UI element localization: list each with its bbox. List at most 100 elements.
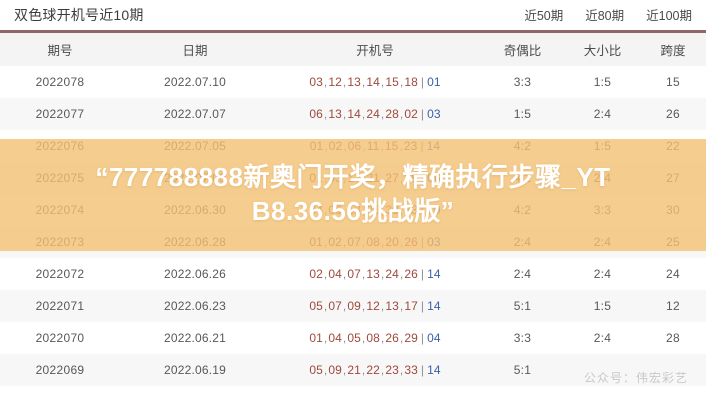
number-separator: ,: [323, 267, 328, 281]
table-header: 期号 日期 开机号 奇偶比 大小比 跨度: [0, 33, 706, 66]
number-separator: ,: [342, 299, 347, 313]
page-title: 双色球开机号近10期: [14, 7, 144, 23]
cell-odd-even: 4:2: [513, 203, 532, 217]
red-ball: 02: [328, 235, 342, 249]
red-ball: 09: [347, 299, 361, 313]
cell-date: 2022.06.19: [163, 363, 227, 377]
red-ball: 02: [328, 139, 343, 153]
cell-odd-even: 2:4: [513, 235, 532, 249]
red-ball: 12: [328, 75, 342, 89]
cell-numbers: 01,03,17,21,27,28 | 06: [270, 162, 480, 194]
red-ball: 03: [328, 171, 342, 185]
tab-last-50[interactable]: 近50期: [524, 9, 564, 23]
blue-ball: 14: [427, 363, 441, 377]
cell-issue: 2022071: [35, 299, 85, 313]
table-row[interactable]: 2022078 2022.07.10 03,12,13,14,15,18 | 01 3:3…: [0, 66, 706, 98]
red-ball: 30: [385, 203, 399, 217]
red-ball: 01: [309, 331, 323, 345]
cell-issue: 2022078: [35, 75, 85, 89]
blue-ball: 03: [427, 235, 441, 249]
red-ball: 24: [366, 107, 380, 121]
blue-ball: 01: [427, 75, 441, 89]
number-separator: ,: [380, 299, 385, 313]
lottery-table: 期号 日期 开机号 奇偶比 大小比 跨度 2022078 2022.07.10 03…: [0, 33, 706, 386]
column-header-numbers: 开机号: [270, 33, 480, 66]
blue-ball: 10: [427, 203, 441, 217]
red-ball: 06: [328, 203, 342, 217]
table-row[interactable]: 2022069 2022.06.19 05,09,21,22,23,33 | 14 5:1: [0, 354, 706, 386]
cell-numbers: 01,02,07,08,20,26 | 03: [270, 226, 480, 258]
red-ball: 28: [404, 171, 418, 185]
number-separator: ,: [380, 107, 385, 121]
red-ball: 33: [404, 363, 418, 377]
cell-numbers: 06,13,14,24,28,02 | 03: [270, 98, 480, 130]
red-ball: 01: [309, 139, 324, 153]
table-header-row: 期号 日期 开机号 奇偶比 大小比 跨度: [0, 33, 706, 66]
cell-date: 2022.07.03: [163, 171, 227, 185]
red-ball: 12: [366, 299, 380, 313]
red-ball: 05: [347, 331, 361, 345]
cell-date: 2022.06.28: [163, 235, 227, 249]
cell-issue: 2022069: [35, 363, 85, 377]
number-separator: ,: [361, 107, 366, 121]
cell-span: 22: [666, 139, 680, 153]
cell-date: 2022.06.21: [163, 331, 227, 345]
cell-big-small: 2:4: [593, 107, 612, 121]
red-ball: 13: [347, 203, 361, 217]
cell-issue: 2022070: [35, 331, 85, 345]
cell-numbers: 05,09,21,22,23,33 | 14: [270, 354, 480, 386]
cell-numbers: 01,02,06,11,15,23 | 14: [270, 130, 480, 162]
red-ball: 26: [404, 235, 418, 249]
cell-odd-even: 2:4: [513, 267, 532, 281]
red-ball: 06: [347, 139, 362, 153]
table-row[interactable]: 2022076 2022.07.05 01,02,06,11,15,23 | 14 4:2…: [0, 130, 706, 162]
cell-big-small: 2:4: [593, 267, 612, 281]
cell-numbers: 01,04,05,08,26,29 | 04: [270, 322, 480, 354]
red-ball: 20: [385, 235, 399, 249]
blue-ball: 03: [427, 107, 441, 121]
red-ball: 04: [309, 203, 323, 217]
table-row[interactable]: 2022075 2022.07.03 01,03,17,21,27,28 | 06 4:2…: [0, 162, 706, 194]
cell-date: 2022.07.10: [163, 75, 227, 89]
cell-big-small: 1:5: [593, 139, 612, 153]
table-row[interactable]: 2022070 2022.06.21 01,04,05,08,26,29 | 04 3:3…: [0, 322, 706, 354]
red-ball: 13: [328, 107, 342, 121]
red-ball: 03: [309, 75, 323, 89]
blue-ball: 14: [426, 139, 441, 153]
blue-ball: 06: [427, 171, 441, 185]
panel-header: 双色球开机号近10期 近50期 近80期 近100期: [0, 0, 706, 30]
red-ball: 28: [385, 107, 399, 121]
red-ball: 23: [403, 139, 418, 153]
red-ball: 21: [366, 171, 380, 185]
cell-issue: 2022073: [35, 235, 85, 249]
red-ball: 26: [404, 267, 418, 281]
number-separator: ,: [323, 75, 328, 89]
ball-divider: |: [420, 267, 425, 281]
column-header-big-small: 大小比: [565, 33, 640, 66]
tab-last-80[interactable]: 近80期: [585, 9, 625, 23]
table-body: 2022078 2022.07.10 03,12,13,14,15,18 | 01 3:3…: [0, 66, 706, 386]
column-header-issue: 期号: [0, 33, 120, 66]
red-ball: 08: [366, 235, 380, 249]
number-separator: ,: [323, 299, 328, 313]
tab-last-100[interactable]: 近100期: [646, 9, 692, 23]
number-separator: ,: [342, 331, 347, 345]
number-separator: ,: [323, 331, 328, 345]
number-separator: ,: [380, 267, 385, 281]
number-separator: ,: [323, 363, 328, 377]
cell-numbers: 03,12,13,14,15,18 | 01: [270, 66, 480, 98]
table-row[interactable]: 2022077 2022.07.07 06,13,14,24,28,02 | 03 1:5…: [0, 98, 706, 130]
table-row[interactable]: 2022071 2022.06.23 05,07,09,12,13,17 | 14 5:1…: [0, 290, 706, 322]
red-ball: 26: [385, 331, 399, 345]
red-ball: 04: [328, 267, 342, 281]
table-row[interactable]: 2022072 2022.06.26 02,04,07,13,24,26 | 14 2:4…: [0, 258, 706, 290]
cell-numbers: 02,04,07,13,24,26 | 14: [270, 258, 480, 290]
table-row[interactable]: 2022073 2022.06.28 01,02,07,08,20,26 | 03 2:4…: [0, 226, 706, 258]
red-ball: 26: [366, 203, 380, 217]
cell-span: 30: [666, 203, 680, 217]
red-ball: 17: [404, 299, 418, 313]
blue-ball: 14: [427, 299, 441, 313]
ball-divider: |: [420, 75, 425, 89]
table-row[interactable]: 2022074 2022.06.30 04,06,13,26,30,33 | 10 4:2…: [0, 194, 706, 226]
